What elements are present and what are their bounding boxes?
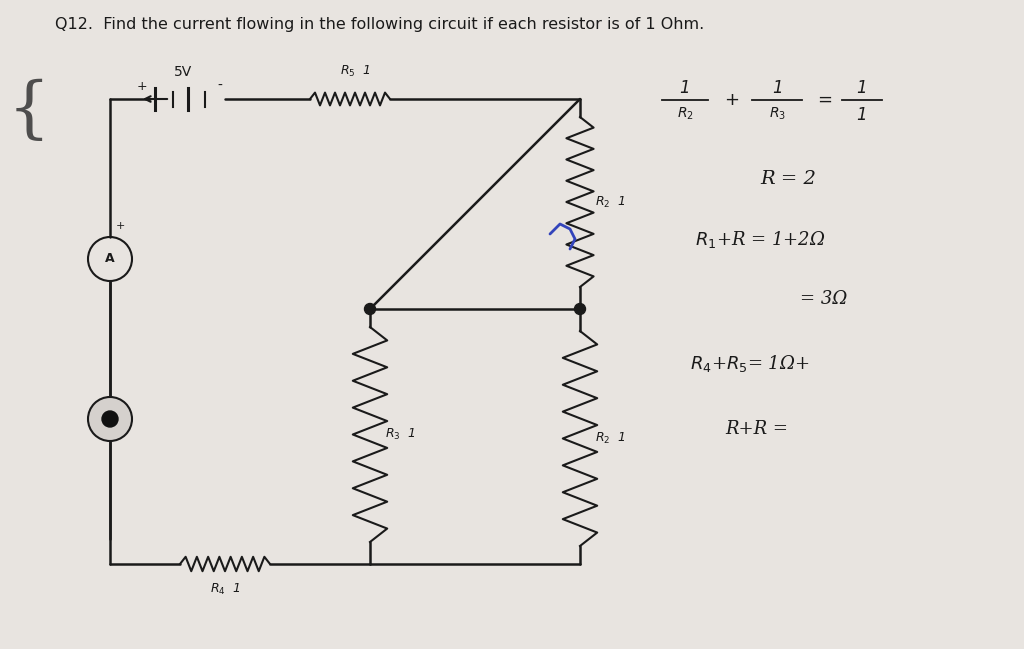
Text: $R_4$+$R_5$= 1Ω+: $R_4$+$R_5$= 1Ω+ — [690, 354, 810, 374]
Text: $R_3$: $R_3$ — [769, 106, 786, 123]
Text: R = 2: R = 2 — [760, 170, 816, 188]
Text: {: { — [8, 79, 50, 144]
Text: = 3Ω: = 3Ω — [800, 290, 847, 308]
Text: +: + — [725, 91, 739, 109]
Text: $R_3$  1: $R_3$ 1 — [385, 427, 416, 442]
Text: A: A — [105, 252, 115, 265]
Text: =: = — [817, 91, 833, 109]
Text: +: + — [116, 221, 125, 231]
Text: $R_1$+R = 1+2Ω: $R_1$+R = 1+2Ω — [695, 228, 825, 249]
Circle shape — [102, 411, 118, 427]
Text: $R_4$  1: $R_4$ 1 — [210, 582, 241, 597]
Text: 1: 1 — [773, 79, 783, 97]
Text: $R_2$  1: $R_2$ 1 — [595, 195, 626, 210]
Text: Q12.  Find the current flowing in the following circuit if each resistor is of 1: Q12. Find the current flowing in the fol… — [55, 17, 705, 32]
Text: R+R =: R+R = — [725, 420, 788, 438]
Text: 1: 1 — [857, 106, 867, 124]
Circle shape — [88, 397, 132, 441]
Text: $R_2$  1: $R_2$ 1 — [595, 431, 626, 446]
Text: 1: 1 — [857, 79, 867, 97]
Text: 5V: 5V — [174, 65, 193, 79]
Text: +: + — [136, 80, 147, 93]
Text: -: - — [217, 79, 222, 93]
Circle shape — [574, 304, 586, 315]
Text: $R_5$  1: $R_5$ 1 — [340, 64, 371, 79]
Circle shape — [365, 304, 376, 315]
Text: 1: 1 — [680, 79, 690, 97]
Text: $R_2$: $R_2$ — [677, 106, 693, 123]
